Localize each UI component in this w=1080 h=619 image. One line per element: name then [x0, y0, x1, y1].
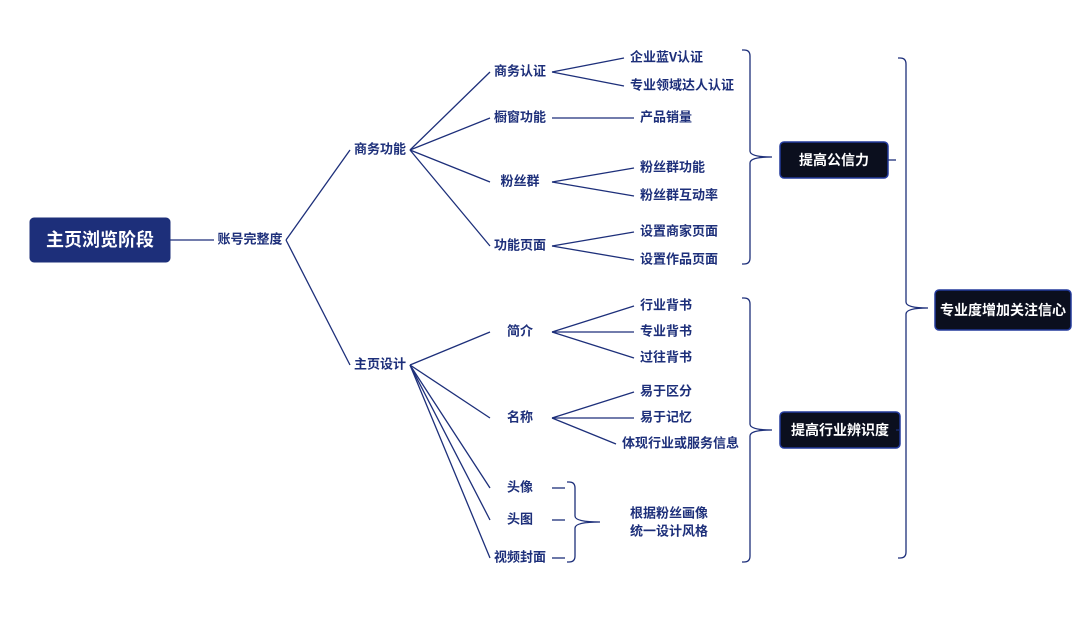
leaf-fans-0: 粉丝群功能 [640, 157, 705, 176]
edge-leaf-cert-1 [552, 72, 624, 86]
result-label-credibility: 提高公信力 [799, 150, 869, 170]
node-video: 视频封面 [494, 547, 546, 566]
leaf-intro-1: 专业背书 [640, 321, 692, 340]
edge-design-video [410, 365, 490, 558]
leaf-shop-0: 产品销量 [640, 107, 692, 126]
leaf-page-0: 设置商家页面 [640, 221, 718, 240]
edge-leaf-intro-0 [552, 306, 634, 332]
root-label: 主页浏览阶段 [46, 226, 154, 252]
bracket-bottom [742, 298, 772, 562]
edge-leaf-name-2 [552, 418, 616, 444]
node-account-completeness: 账号完整度 [217, 229, 282, 248]
node-design: 主页设计 [354, 354, 406, 373]
edge-leaf-page-1 [552, 246, 634, 260]
final-label: 专业度增加关注信心 [940, 300, 1066, 320]
edge-leaf-name-0 [552, 392, 634, 418]
edge-biz-page [410, 150, 490, 246]
edge-leaf-fans-1 [552, 182, 634, 196]
leaf-intro-0: 行业背书 [640, 295, 692, 314]
leaf-name-2: 体现行业或服务信息 [622, 433, 739, 452]
node-intro: 简介 [507, 321, 533, 340]
edge-biz-fans [410, 150, 490, 182]
bracket-top [742, 50, 772, 264]
edge-leaf-cert-0 [552, 58, 624, 72]
edge-design-intro [410, 332, 490, 365]
edge-design-name [410, 365, 490, 418]
leaf-visual-1: 统一设计风格 [630, 521, 708, 540]
node-shop: 橱窗功能 [494, 107, 546, 126]
leaf-intro-2: 过往背书 [640, 347, 692, 366]
edge-leaf-fans-0 [552, 168, 634, 182]
node-fans: 粉丝群 [500, 171, 539, 190]
leaf-name-0: 易于区分 [640, 381, 692, 400]
edge-design-avatar [410, 365, 490, 488]
leaf-name-1: 易于记忆 [640, 407, 692, 426]
edge-biz-cert [410, 72, 490, 150]
node-biz: 商务功能 [354, 139, 406, 158]
edge-design-cover [410, 365, 490, 520]
leaf-cert-1: 专业领域达人认证 [630, 75, 734, 94]
leaf-fans-1: 粉丝群互动率 [640, 185, 718, 204]
node-cover: 头图 [507, 509, 533, 528]
mindmap-diagram: 主页浏览阶段 账号完整度 商务功能主页设计 商务认证橱窗功能粉丝群功能页面简介名称头像… [0, 0, 1080, 619]
edge-l1-l2-design [286, 240, 350, 365]
result-label-recognition: 提高行业辨识度 [791, 420, 889, 440]
leaf-cert-0: 企业蓝V认证 [630, 47, 703, 66]
leaf-page-1: 设置作品页面 [640, 249, 718, 268]
node-avatar: 头像 [507, 477, 533, 496]
edge-leaf-page-0 [552, 232, 634, 246]
edge-leaf-intro-2 [552, 332, 634, 358]
bracket-final [898, 58, 928, 558]
leaf-visual-0: 根据粉丝画像 [630, 503, 708, 522]
edge-l1-l2-biz [286, 150, 350, 240]
node-page: 功能页面 [494, 235, 546, 254]
bracket-visual [567, 482, 600, 562]
node-name: 名称 [507, 407, 533, 426]
node-cert: 商务认证 [494, 61, 546, 80]
edge-biz-shop [410, 118, 490, 150]
